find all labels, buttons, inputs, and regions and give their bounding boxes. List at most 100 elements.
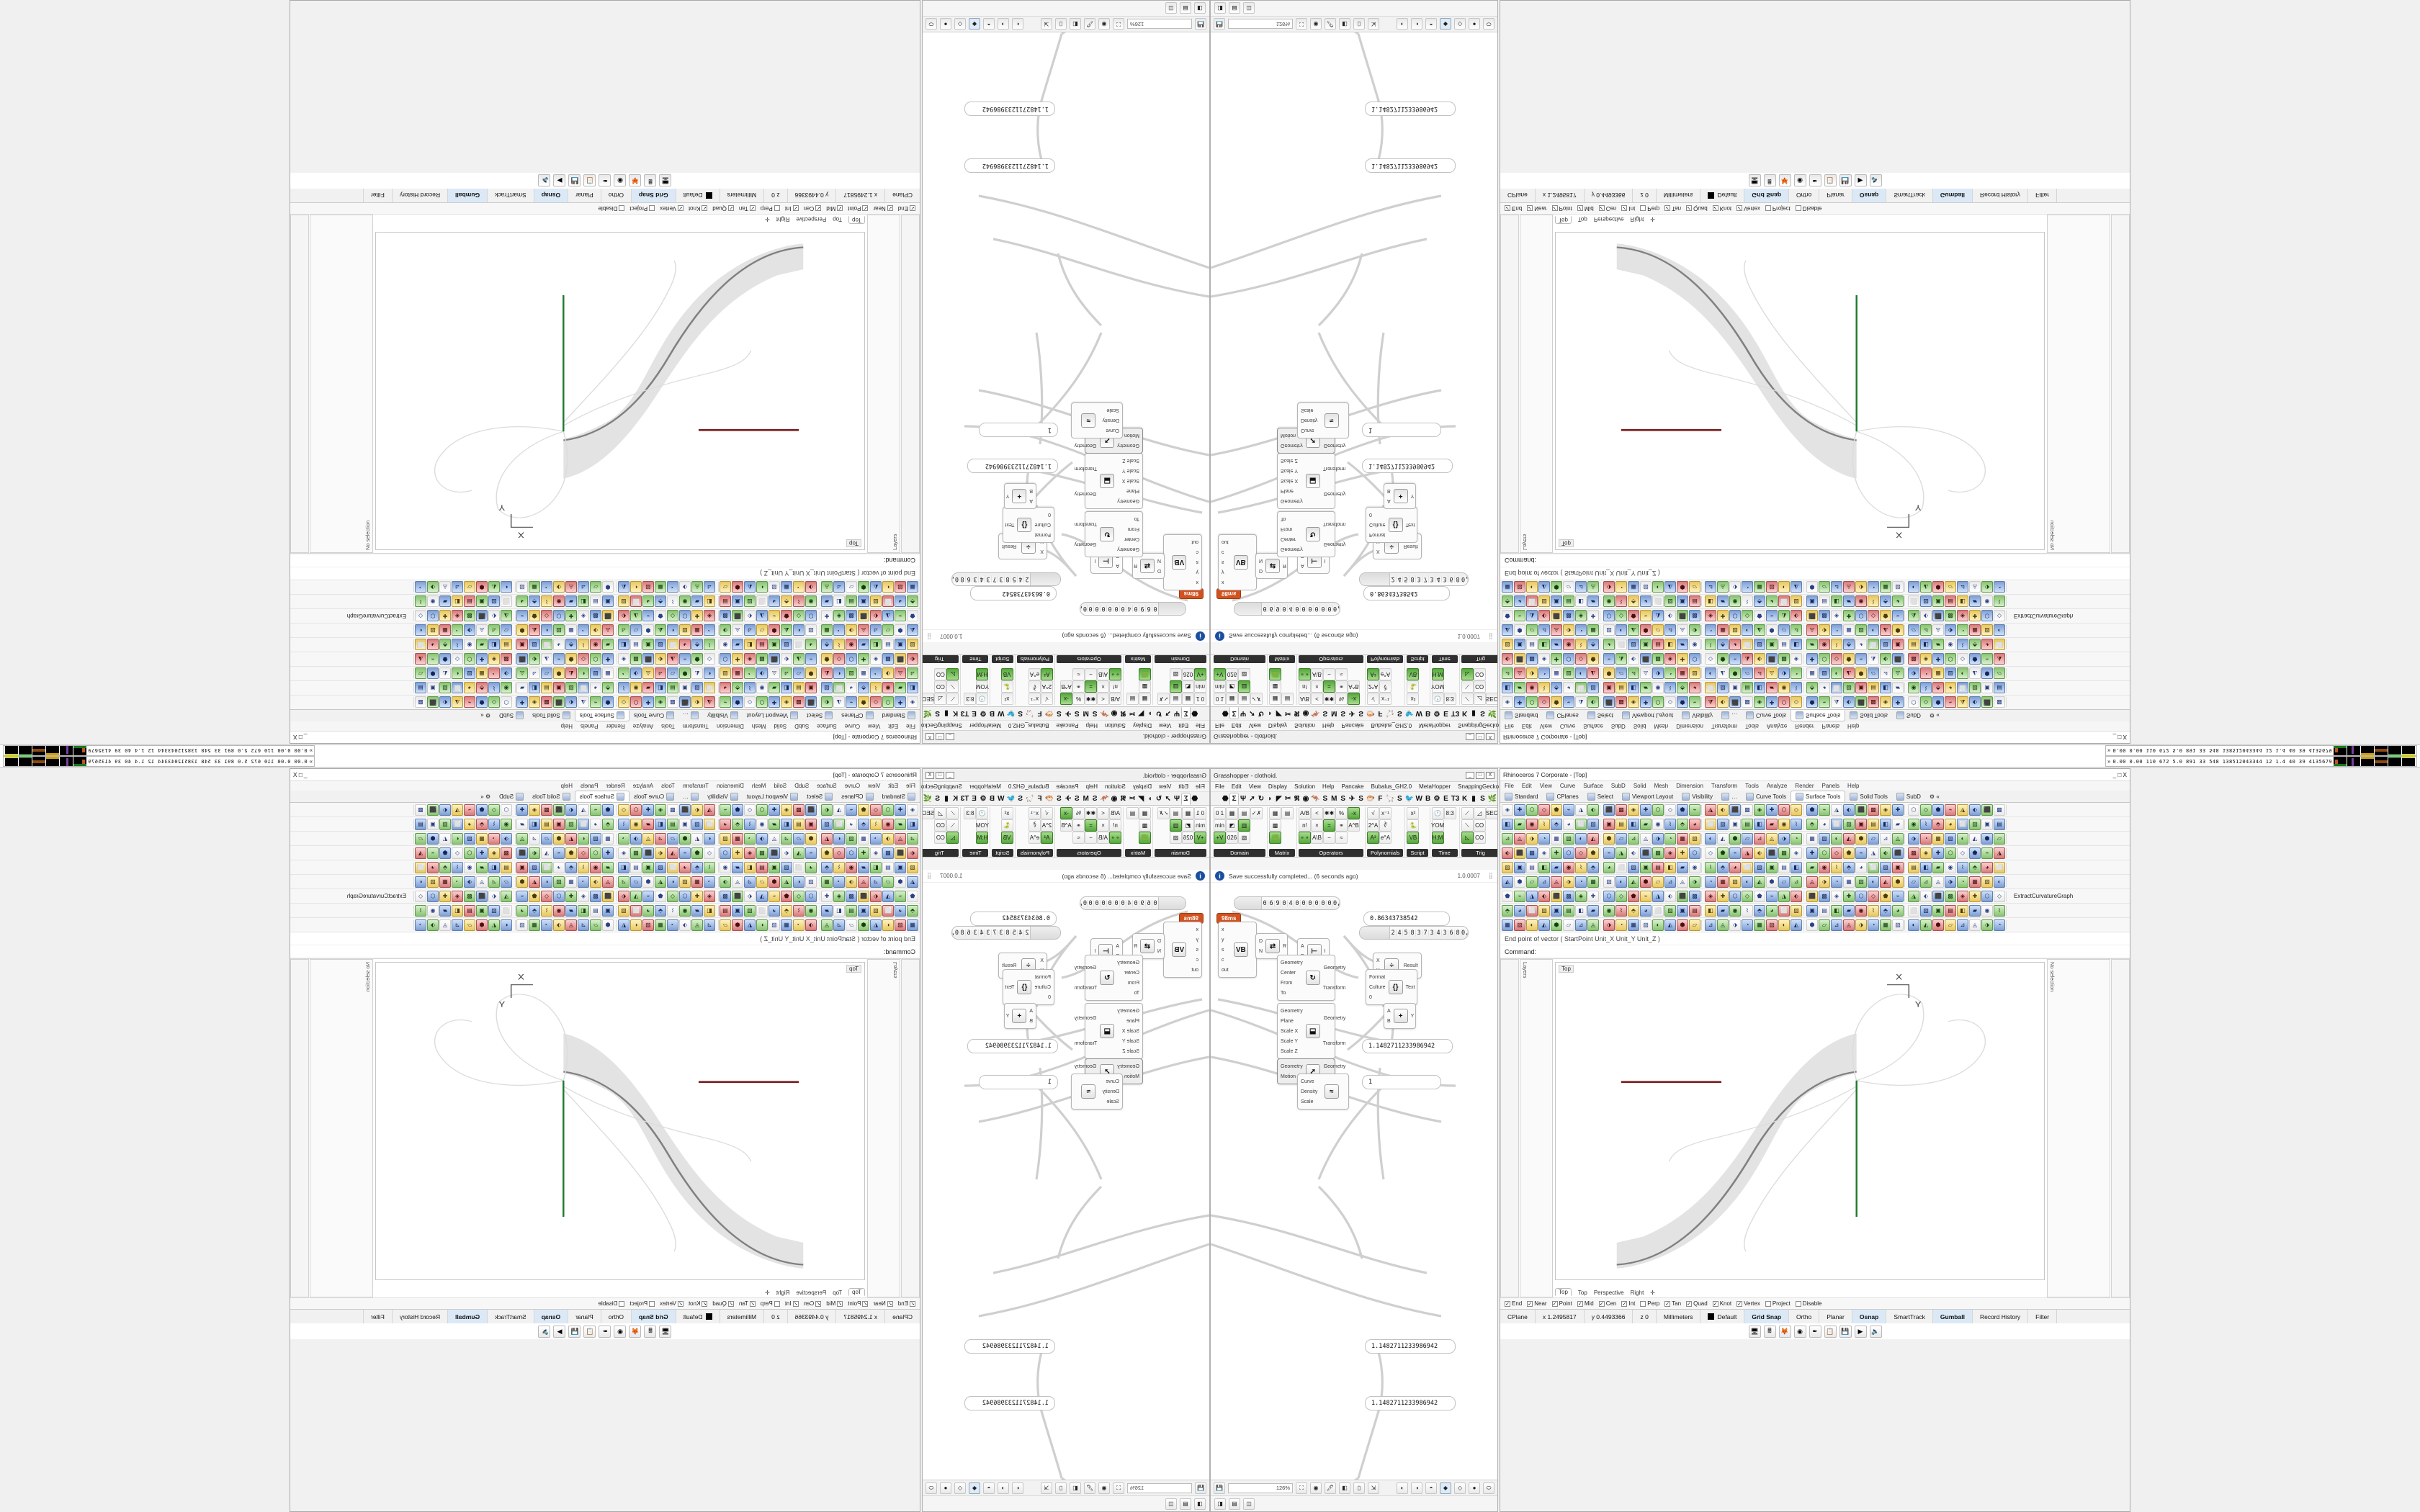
toolbar-button-icon[interactable]: ◬ [768,832,780,845]
checkbox[interactable]: ✓ [1505,1300,1510,1307]
toolbar-button-icon[interactable]: ◧ [744,861,756,873]
toolbar-button-icon[interactable]: ◐ [1615,624,1627,636]
toolbar-button-icon[interactable]: ⊿ [907,832,918,845]
gh-component-icon[interactable]: = [1085,819,1097,832]
gh-component-icon[interactable]: 026 [1182,668,1194,680]
toolbar-button-icon[interactable]: ▨ [1664,595,1676,608]
toolbar-button-icon[interactable]: ◉ [805,904,817,917]
rhino-tab-visibility[interactable]: Visibility [703,710,743,721]
rhino-tab-standard[interactable]: Standard [1500,791,1542,802]
gh-component-icon[interactable]: ▥ [1238,819,1250,832]
gh-menu-bubalus-gh2-0[interactable]: Bubalus_GH2.0 [1008,783,1049,790]
gh-component-icon[interactable]: ▦ [1269,693,1281,705]
toolbar-button-icon[interactable]: ▰ [1969,904,1981,917]
toolbar-button-icon[interactable]: ◧ [781,682,792,694]
checkbox[interactable]: ✓ [887,205,893,212]
checkbox[interactable]: ✓ [1664,1300,1671,1307]
toolbar-button-icon[interactable]: ▧ [1640,581,1652,593]
gh-component-icon[interactable]: 026 [1182,832,1194,844]
osnap-end[interactable]: ✓ End [1505,205,1522,212]
grasshopper-canvas[interactable]: 0.86343738542 2 4 5 8 3 7 3 4 3 6 8 0, 0 6 9 0 4 0 0 0 0 0 0 0, 1… [1211,870,1497,1480]
gh-component-format-text[interactable]: Format Culture 0{} Text [1366,969,1418,1005]
toolbar-button-icon[interactable]: ◕ [642,595,654,608]
toolbar-button-icon[interactable]: ⬛ [553,696,565,708]
toolbar-button-icon[interactable]: ▧ [553,624,565,636]
toolbar-button-icon[interactable]: ◇ [1742,610,1753,622]
toolbar-button-icon[interactable]: ▤ [1526,861,1538,873]
gh-panel[interactable]: 1.1482711233986942 [1365,1396,1456,1410]
speaker-icon[interactable]: 🔈 [1869,174,1882,187]
toolbar-button-icon[interactable]: ◬ [476,624,488,636]
osnap-int[interactable]: ✓ Int [785,1300,799,1307]
gh-component-icon[interactable]: ▧ [1238,668,1250,680]
toolbar-button-icon[interactable]: ⬛ [1729,804,1741,816]
toolbar-button-icon[interactable]: ◮ [415,653,426,665]
toolbar-button-icon[interactable]: ▧ [1603,624,1615,636]
toolbar-button-icon[interactable]: ◔ [1575,876,1587,888]
toolbar-button-icon[interactable]: ⬖ [1754,847,1765,859]
gh-component-icon[interactable]: 🟩 [1139,832,1151,844]
toolbar-button-icon[interactable]: ⌇ [1742,595,1753,608]
toolbar-button-icon[interactable]: ◕ [1640,904,1652,917]
toolbar-button-icon[interactable]: ⬘ [732,682,743,694]
toolbar-button-icon[interactable]: ◬ [642,667,654,680]
toolbar-button-icon[interactable]: ▣ [1806,595,1818,608]
toolbar-button-icon[interactable]: ◮ [1526,890,1538,902]
toolbar-button-icon[interactable]: ⬢ [1551,919,1562,931]
output-port[interactable]: I [1094,558,1096,564]
gh-component-remap[interactable]: D N ⇄ R [1255,933,1288,959]
toolbar-button-icon[interactable]: ⬟ [565,847,577,859]
gh-menu-solution[interactable]: Solution [1104,722,1126,729]
toolbar-button-icon[interactable]: ▧ [642,919,654,931]
toolbar-button-icon[interactable]: ◈ [1502,696,1513,708]
toolbar-button-icon[interactable]: ⬘ [1502,904,1513,917]
status-toggle-osnap[interactable]: Osnap [533,1310,568,1323]
gh-component-vb-script[interactable]: x y s c out VB [1218,922,1257,978]
toolbar-button-icon[interactable]: ▰ [1514,818,1525,830]
toolbar-button-icon[interactable]: ⬘ [1628,904,1639,917]
toolbar-button-icon[interactable]: ⬛ [516,847,528,859]
toolbar-button-icon[interactable]: ⌇ [1831,861,1842,873]
gh-group-label[interactable]: Time [962,849,989,857]
toolbar-button-icon[interactable]: ⬘ [1969,639,1981,651]
gh-tab-pufferfish[interactable]: 🐡 [1366,709,1376,717]
input-port[interactable]: X [1040,958,1044,963]
toolbar-button-icon[interactable]: ⬘ [1880,595,1891,608]
toolbar-button-icon[interactable]: ◕ [1981,639,1993,651]
gh-component-icon[interactable]: ⟋ [1461,693,1474,705]
gh-component-icon[interactable]: min [1214,819,1226,832]
rhino-menu-mesh[interactable]: Mesh [1654,783,1669,789]
gh-component-addition[interactable]: A B + Y [1384,1003,1416,1029]
toolbar-button-icon[interactable]: ⬖ [1664,610,1676,622]
toolbar-button-icon[interactable]: ▦ [691,876,703,888]
toolbar-button-icon[interactable]: ▣ [1855,682,1867,694]
viewport-scale-badge[interactable]: Top [846,539,861,547]
gh-tab-sasquatch[interactable]: S [1057,709,1062,717]
blender-icon[interactable]: ◉ [1793,1325,1806,1338]
toolbar-button-icon[interactable]: ◔ [541,919,552,931]
toolbar-button-icon[interactable]: ▨ [488,904,500,917]
toolbar-button-icon[interactable]: ⬟ [476,804,488,816]
toolbar-button-icon[interactable]: ⬜ [1994,861,2005,873]
toolbar-button-icon[interactable]: ✚ [1514,804,1525,816]
toolbar-button-icon[interactable]: ◬ [602,624,614,636]
toolbar-button-icon[interactable]: ▣ [858,904,869,917]
toolbar-button-icon[interactable]: ▱ [846,919,857,931]
add-viewport-icon[interactable]: ✛ [765,216,770,222]
rhino-tab-subd[interactable]: SubD [495,710,528,721]
osnap-end[interactable]: ✓ End [898,205,915,212]
toolbar-button-icon[interactable]: ⬢ [768,876,780,888]
toolbar-button-icon[interactable]: ⬛ [1677,610,1688,622]
toolbar-button-icon[interactable]: ⬖ [618,890,629,902]
toolbar-button-icon[interactable]: ◕ [1945,818,1956,830]
input-port[interactable]: Density [1102,1089,1119,1094]
toolbar-button-icon[interactable]: ◧ [1705,904,1716,917]
gh-menu-help[interactable]: Help [1085,783,1098,790]
output-port[interactable]: Text [1005,522,1015,528]
toolbar-button-icon[interactable]: ▨ [1717,682,1729,694]
gh-tab-curve[interactable]: ↻ [1258,795,1265,803]
viewport-top[interactable]: X Y Top [375,232,865,550]
gh-component-icon[interactable]: e^A [1028,668,1041,680]
toolbar-button-icon[interactable]: ✚ [821,890,833,902]
input-port[interactable]: Scale Y [1281,468,1298,474]
